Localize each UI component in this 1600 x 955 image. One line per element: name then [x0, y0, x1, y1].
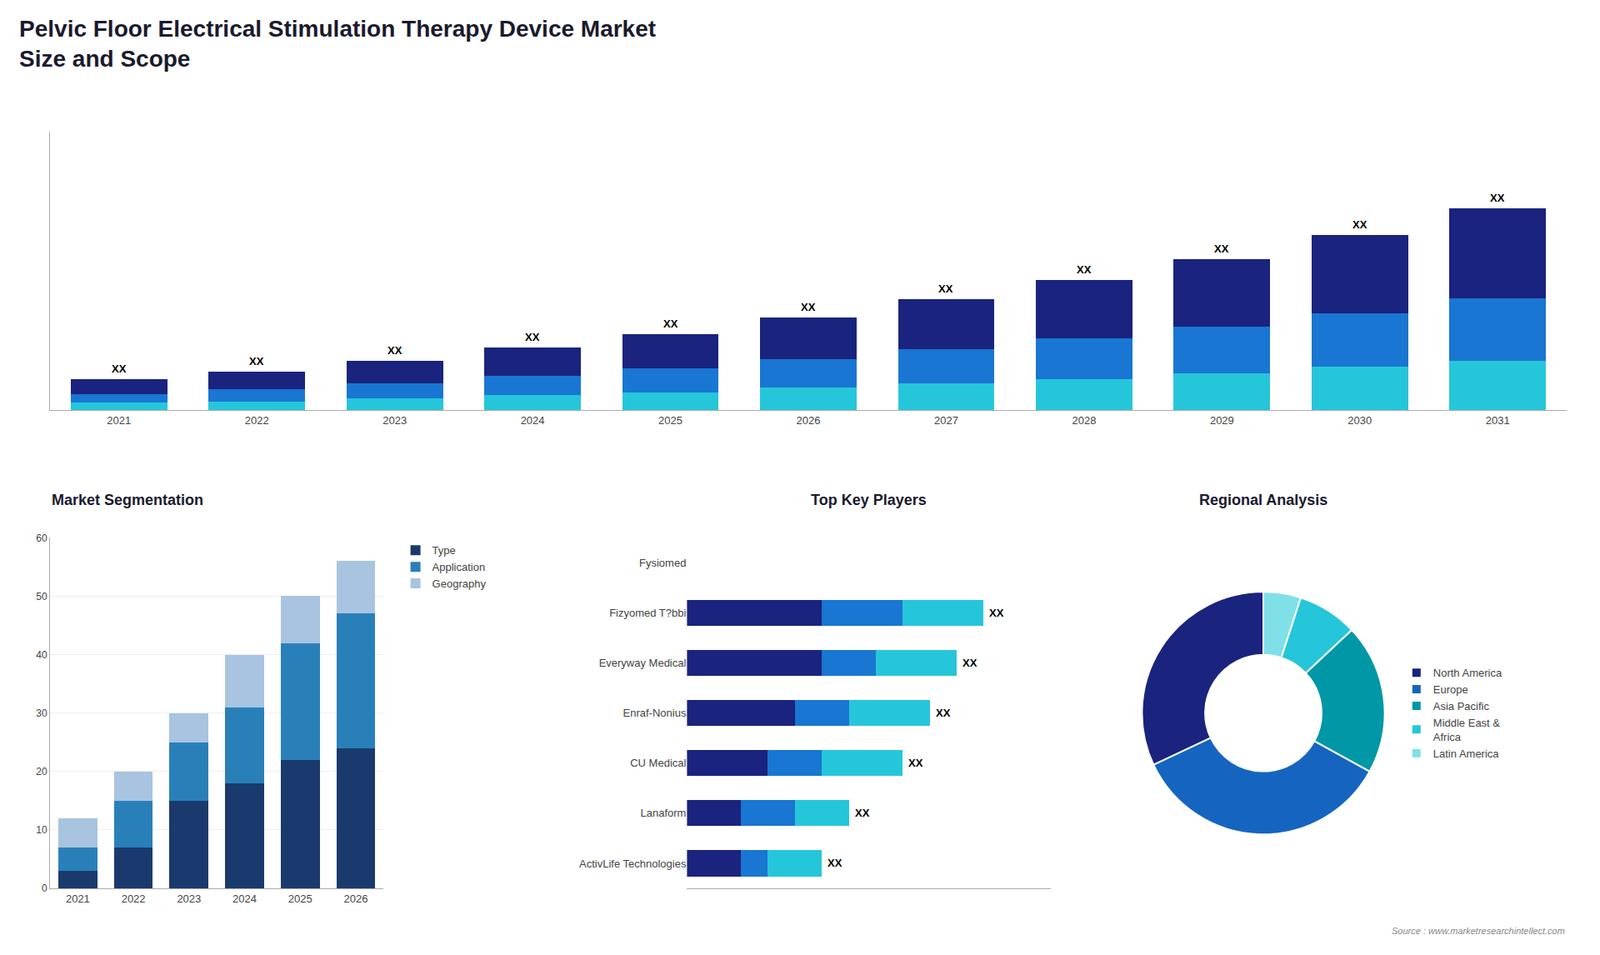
- svg-text:XX: XX: [855, 806, 870, 820]
- svg-text:2031: 2031: [1485, 414, 1510, 427]
- svg-text:10: 10: [35, 824, 48, 836]
- svg-text:XX: XX: [111, 362, 127, 375]
- svg-text:Fysiomed: Fysiomed: [639, 556, 686, 570]
- svg-text:ActivLife Technologies: ActivLife Technologies: [579, 857, 687, 870]
- svg-text:2023: 2023: [382, 414, 407, 427]
- svg-text:2025: 2025: [658, 414, 683, 427]
- svg-text:XX: XX: [1352, 218, 1368, 231]
- svg-text:2023: 2023: [176, 892, 201, 905]
- svg-text:Market Segmentation: Market Segmentation: [51, 491, 204, 509]
- svg-text:Regional Analysis: Regional Analysis: [1199, 491, 1328, 509]
- svg-text:30: 30: [35, 707, 48, 720]
- svg-text:Lanaform: Lanaform: [640, 806, 686, 820]
- svg-text:CU Medical: CU Medical: [630, 756, 686, 770]
- svg-text:60: 60: [35, 532, 48, 545]
- svg-text:North America: North America: [1433, 666, 1503, 680]
- svg-text:XX: XX: [1214, 242, 1230, 255]
- svg-text:20: 20: [35, 765, 48, 778]
- svg-text:Application: Application: [432, 560, 486, 574]
- svg-text:Enraf-Nonius: Enraf-Nonius: [623, 706, 687, 720]
- svg-text:Type: Type: [432, 544, 456, 557]
- svg-text:Asia Pacific: Asia Pacific: [1433, 700, 1490, 713]
- svg-text:Fizyomed T?bbi: Fizyomed T?bbi: [609, 606, 686, 620]
- svg-text:Latin America: Latin America: [1433, 747, 1500, 760]
- svg-text:Pelvic Floor Electrical Stimul: Pelvic Floor Electrical Stimulation Ther…: [19, 15, 656, 72]
- svg-text:XX: XX: [938, 282, 954, 295]
- svg-text:XX: XX: [962, 656, 978, 670]
- svg-text:2024: 2024: [232, 892, 257, 905]
- svg-text:2025: 2025: [288, 892, 313, 905]
- svg-text:40: 40: [35, 649, 48, 661]
- svg-text:50: 50: [35, 590, 48, 603]
- svg-text:Geography: Geography: [432, 577, 487, 590]
- svg-text:2030: 2030: [1347, 414, 1372, 427]
- svg-text:2029: 2029: [1210, 414, 1235, 427]
- svg-text:2024: 2024: [520, 414, 545, 427]
- svg-text:Top Key Players: Top Key Players: [810, 491, 927, 509]
- svg-text:Europe: Europe: [1433, 683, 1469, 696]
- svg-text:2022: 2022: [245, 414, 270, 427]
- svg-text:Middle East &Africa: Middle East &Africa: [1433, 716, 1501, 744]
- svg-text:0: 0: [41, 882, 48, 895]
- svg-text:XX: XX: [935, 706, 951, 720]
- svg-text:2021: 2021: [106, 414, 131, 427]
- svg-text:XX: XX: [525, 330, 540, 344]
- svg-text:2026: 2026: [796, 414, 821, 427]
- svg-text:Everyway Medical: Everyway Medical: [599, 656, 687, 670]
- svg-text:2026: 2026: [344, 892, 369, 905]
- svg-text:Source : www.marketresearchint: Source : www.marketresearchintellect.com: [1391, 925, 1565, 936]
- svg-text:XX: XX: [1490, 191, 1505, 205]
- svg-text:XX: XX: [800, 300, 816, 314]
- svg-text:XX: XX: [908, 756, 924, 770]
- svg-text:2021: 2021: [65, 892, 90, 905]
- svg-text:XX: XX: [1076, 263, 1092, 276]
- svg-text:2027: 2027: [934, 414, 959, 427]
- svg-text:XX: XX: [663, 317, 679, 330]
- svg-text:XX: XX: [827, 856, 843, 870]
- svg-text:2028: 2028: [1071, 414, 1096, 427]
- svg-text:XX: XX: [989, 606, 1005, 620]
- svg-text:2022: 2022: [121, 892, 146, 905]
- svg-text:XX: XX: [387, 344, 403, 357]
- svg-text:XX: XX: [249, 355, 265, 368]
